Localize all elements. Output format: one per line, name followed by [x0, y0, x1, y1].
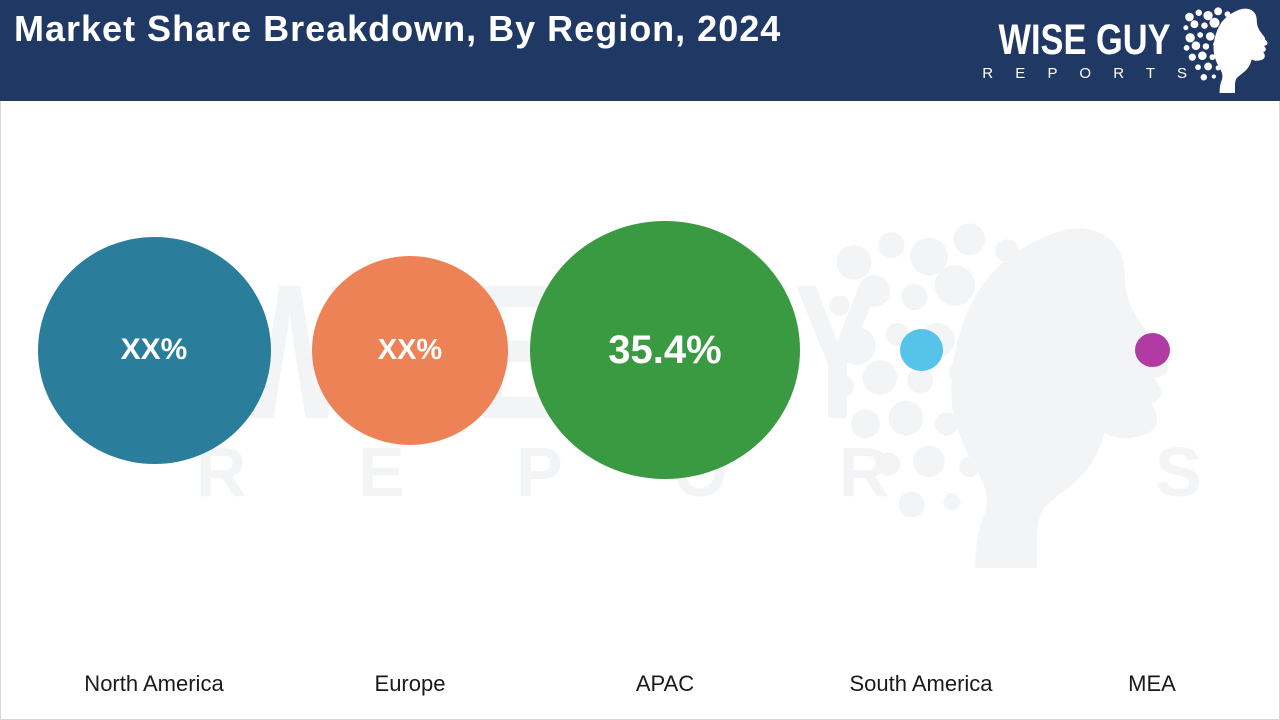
- logo-subtitle: R E P O R T S: [982, 64, 1196, 82]
- header-bar: Market Share Breakdown, By Region, 2024 …: [0, 0, 1280, 101]
- bubble-apac: 35.4%: [530, 221, 800, 479]
- bubble-value-europe: XX%: [377, 333, 443, 366]
- page-title: Market Share Breakdown, By Region, 2024: [14, 8, 782, 49]
- region-label-north-america: North America: [84, 671, 224, 696]
- logo-text: WISE GUY R E P O R T S: [973, 15, 1196, 82]
- logo-wordmark: WISE GUY: [998, 15, 1171, 64]
- bubble-europe: XX%: [312, 255, 508, 445]
- region-label-mea: MEA: [1128, 671, 1176, 696]
- region-label-south-america: South America: [849, 671, 993, 696]
- region-label-apac: APAC: [635, 671, 695, 696]
- bubble-north-america: XX%: [37, 236, 271, 464]
- bubble-value-apac: 35.4%: [608, 327, 722, 372]
- wise-guy-logo: WISE GUY R E P O R T S: [973, 2, 1274, 98]
- bubble-value-north-america: XX%: [120, 333, 188, 366]
- bubble-mea: [1134, 333, 1170, 367]
- head-logo-icon: [1178, 7, 1274, 93]
- region-label-europe: Europe: [374, 671, 446, 696]
- bubble-south-america: [899, 329, 943, 371]
